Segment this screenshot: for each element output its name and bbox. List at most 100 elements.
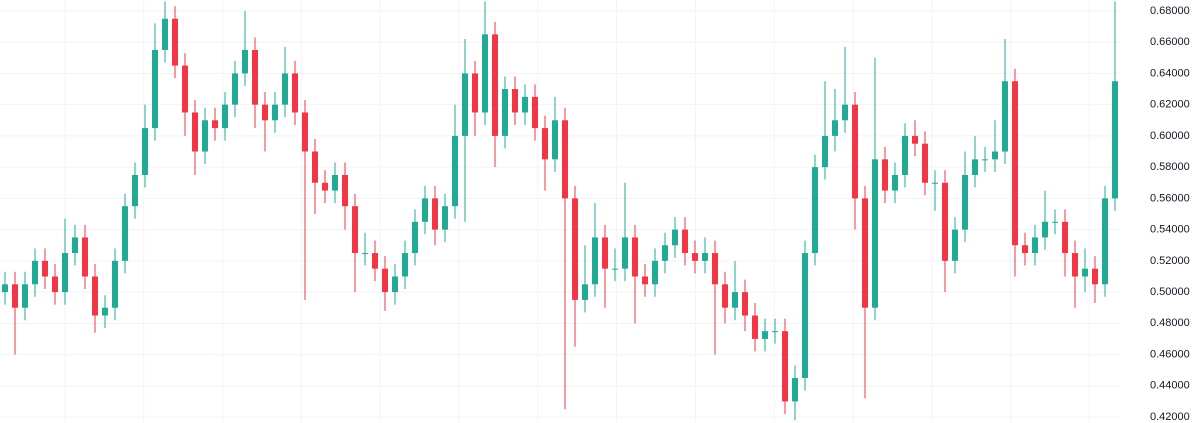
candle-body [702,253,708,261]
candle-body [692,253,698,261]
candle-body [472,73,478,113]
candle-body [552,120,558,160]
candle-body [442,206,448,230]
candle-body [342,174,348,207]
candle-body [972,159,978,175]
candle-body [2,284,8,293]
candle-body [602,237,608,269]
candle-body [392,276,398,293]
candle-body [872,159,878,308]
candle-body [482,34,488,113]
y-tick-label: 0.60000 [1150,130,1190,142]
candle-body [72,237,78,254]
y-tick-label: 0.54000 [1150,224,1190,236]
candle-body [292,73,298,113]
candle-body [52,276,58,293]
candle-body [262,104,268,121]
candle-body [1092,268,1098,285]
candle-body [172,18,178,66]
candle-body [852,104,858,199]
candle-body [892,174,898,191]
candle-body [962,174,968,230]
y-tick-label: 0.56000 [1150,192,1190,204]
candle-body [362,253,368,255]
candle-body [522,96,528,113]
candle-body [582,284,588,300]
candle-body [572,198,578,300]
candle-body [902,135,908,175]
candle-body [1032,237,1038,254]
candle-body [332,174,338,191]
candle-body [942,182,948,261]
candle-body [912,135,918,144]
candle-body [832,120,838,136]
candle-body [122,206,128,261]
candle-body [512,89,518,113]
candle-body [322,182,328,191]
candle-body [562,120,568,199]
y-tick-label: 0.44000 [1150,380,1190,392]
candle-body [162,18,168,50]
candle-body [952,229,958,261]
candle-body [622,237,628,269]
candle-body [1022,245,1028,254]
vertical-grid [64,0,1090,423]
candle-body [402,253,408,277]
candle-body [592,237,598,285]
candle-body [222,104,228,129]
candle-body [62,253,68,293]
y-tick-label: 0.48000 [1150,317,1190,329]
y-tick-label: 0.58000 [1150,161,1190,173]
candle-body [1012,81,1018,246]
candle-body [372,253,378,269]
candle-body [132,174,138,207]
candle-body [822,135,828,168]
candle-body [1052,221,1058,223]
candle-body [312,151,318,183]
candle-body [932,182,938,184]
candle-body [102,307,108,316]
candle-body [232,73,238,105]
candle-body [272,104,278,121]
y-tick-label: 0.62000 [1150,99,1190,111]
candle-body [812,167,818,254]
candle-body [802,253,808,379]
candle-body [32,260,38,285]
candle-body [212,120,218,129]
candle-body [722,284,728,308]
candle-body [1002,81,1008,152]
candle-body [652,260,658,285]
y-tick-label: 0.66000 [1150,36,1190,48]
candle-body [242,49,248,74]
candle-body [142,128,148,175]
candle-body [182,65,188,113]
candle-body [202,120,208,152]
candle-body [782,331,788,402]
candle-body [742,292,748,316]
candle-body [412,221,418,254]
candle-body [382,268,388,293]
candle-body [422,198,428,222]
candle-body [1042,221,1048,238]
candle-body [712,253,718,285]
candle-body [502,89,508,136]
candle-body [752,315,758,339]
candle-body [452,135,458,207]
y-tick-label: 0.46000 [1150,348,1190,360]
candle-body [1112,81,1118,199]
candle-body [632,237,638,277]
candle-body [662,245,668,261]
candle-body [882,159,888,191]
y-tick-label: 0.42000 [1150,411,1190,423]
candle-body [1062,221,1068,254]
candle-body [982,159,988,161]
candle-body [282,73,288,105]
candle-body [112,260,118,308]
y-tick-label: 0.52000 [1150,255,1190,267]
candle-body [22,284,28,308]
candle-body [532,96,538,129]
candle-body [152,49,158,129]
y-tick-label: 0.64000 [1150,67,1190,79]
y-tick-label: 0.68000 [1150,5,1190,17]
